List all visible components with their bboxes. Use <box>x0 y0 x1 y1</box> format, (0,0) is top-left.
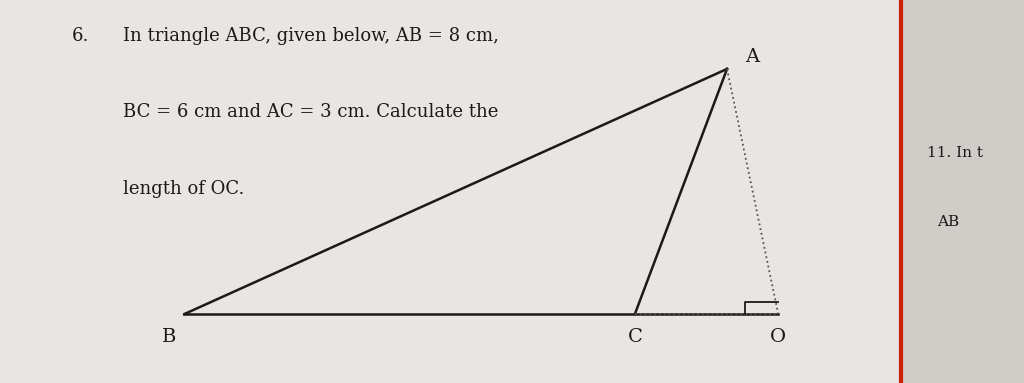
Text: AB: AB <box>937 215 959 229</box>
Text: In triangle ABC, given below, AB = 8 cm,: In triangle ABC, given below, AB = 8 cm, <box>123 27 499 45</box>
Text: O: O <box>770 328 786 346</box>
Text: BC = 6 cm and AC = 3 cm. Calculate the: BC = 6 cm and AC = 3 cm. Calculate the <box>123 103 499 121</box>
Text: 11. In t: 11. In t <box>927 146 983 160</box>
FancyBboxPatch shape <box>0 0 901 383</box>
Text: B: B <box>162 328 176 346</box>
Text: C: C <box>628 328 642 346</box>
Text: length of OC.: length of OC. <box>123 180 245 198</box>
Text: A: A <box>745 49 760 66</box>
Text: 6.: 6. <box>72 27 89 45</box>
